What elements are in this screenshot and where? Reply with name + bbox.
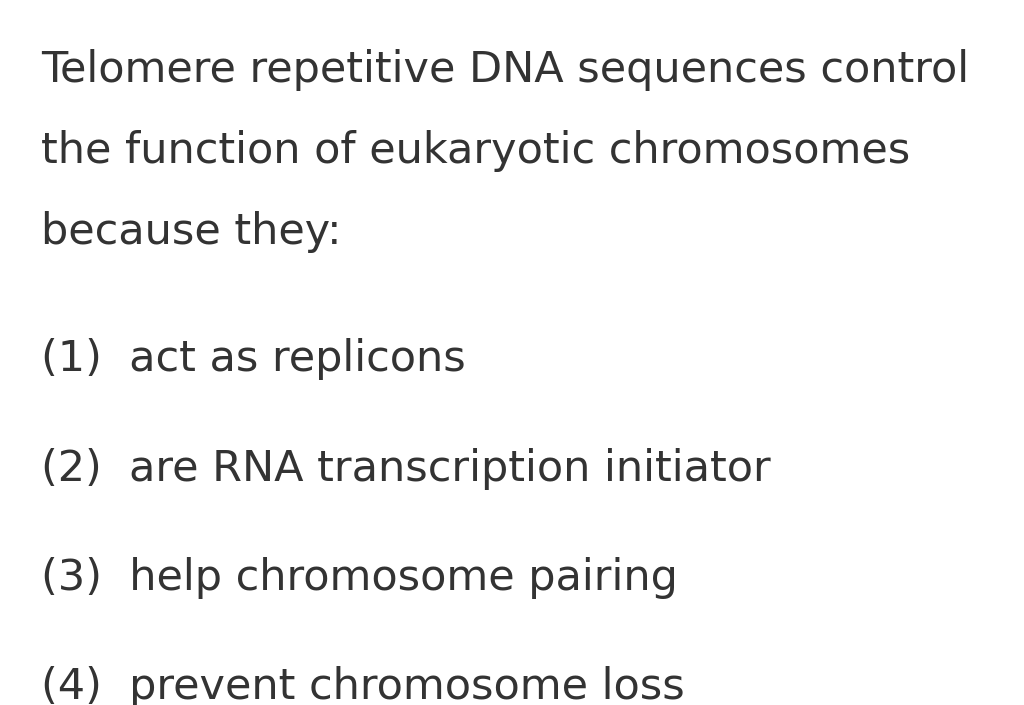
Text: (3)  help chromosome pairing: (3) help chromosome pairing: [41, 557, 678, 599]
Text: the function of eukaryotic chromosomes: the function of eukaryotic chromosomes: [41, 130, 910, 173]
Text: because they:: because they:: [41, 212, 341, 254]
Text: (2)  are RNA transcription initiator: (2) are RNA transcription initiator: [41, 448, 771, 490]
Text: (4)  prevent chromosome loss: (4) prevent chromosome loss: [41, 666, 685, 705]
Text: Telomere repetitive DNA sequences control: Telomere repetitive DNA sequences contro…: [41, 49, 969, 92]
Text: (1)  act as replicons: (1) act as replicons: [41, 338, 466, 381]
